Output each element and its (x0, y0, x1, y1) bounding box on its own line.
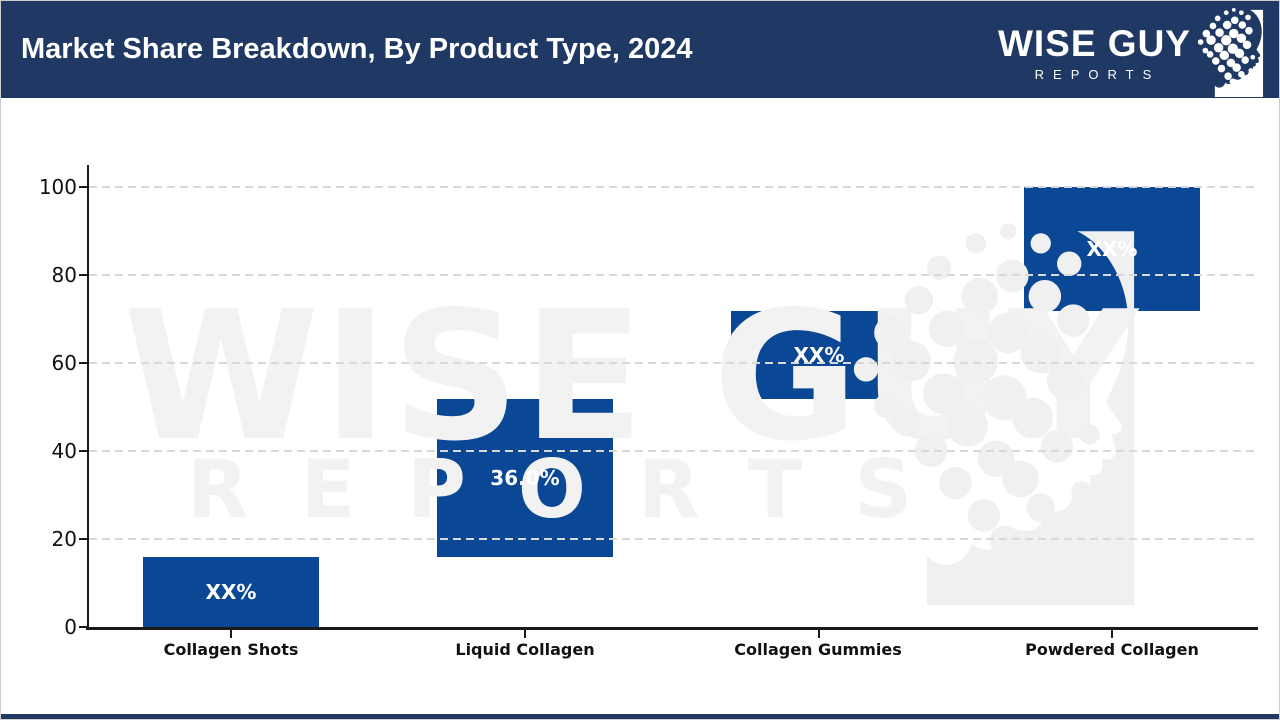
header-bar: Market Share Breakdown, By Product Type,… (1, 1, 1279, 98)
gridline-80 (89, 274, 1257, 276)
y-tick-label: 80 (51, 263, 77, 287)
watermark-face-icon (846, 219, 1138, 605)
y-tick (79, 362, 88, 364)
logo-subtitle: REPORTS (1034, 66, 1161, 82)
watermark-subtitle: REPORTS (187, 443, 965, 536)
y-tick (79, 186, 88, 188)
bar-value-label: XX% (793, 343, 845, 367)
y-tick-label: 60 (51, 351, 77, 375)
gridline-40 (89, 450, 1257, 452)
gridline-20 (89, 538, 1257, 540)
wise-guy-logo: WISE GUY REPORTS (998, 7, 1265, 97)
y-tick-label: 40 (51, 439, 77, 463)
x-tick (1111, 630, 1113, 638)
y-tick-label: 100 (38, 175, 77, 199)
gridline-100 (89, 186, 1257, 188)
bar-value-label: 36.0% (490, 466, 560, 490)
bar-collagen-shots: XX% (143, 557, 319, 627)
bar-liquid-collagen: 36.0% (437, 399, 613, 557)
dotted-face-logo-icon (1195, 7, 1265, 97)
bar-value-label: XX% (205, 580, 257, 604)
x-category-label: Liquid Collagen (455, 640, 595, 659)
x-tick (230, 630, 232, 638)
x-category-label: Powdered Collagen (1025, 640, 1199, 659)
y-tick (79, 274, 88, 276)
footer-bar (1, 714, 1279, 719)
x-category-label: Collagen Gummies (734, 640, 902, 659)
x-axis-line (86, 627, 1258, 630)
gridline-60 (89, 362, 1257, 364)
x-category-label: Collagen Shots (163, 640, 299, 659)
logo-wordmark: WISE GUY (997, 22, 1191, 64)
page-title: Market Share Breakdown, By Product Type,… (21, 33, 693, 65)
y-tick (79, 450, 88, 452)
y-tick-label: 0 (64, 615, 77, 639)
y-tick (79, 538, 88, 540)
x-tick (818, 630, 820, 638)
y-axis-line (87, 165, 89, 629)
bar-collagen-gummies: XX% (731, 311, 907, 399)
x-tick (524, 630, 526, 638)
logo-text: WISE GUY REPORTS (998, 23, 1191, 82)
y-tick (79, 626, 88, 628)
y-tick-label: 20 (51, 527, 77, 551)
bar-value-label: XX% (1086, 237, 1138, 261)
